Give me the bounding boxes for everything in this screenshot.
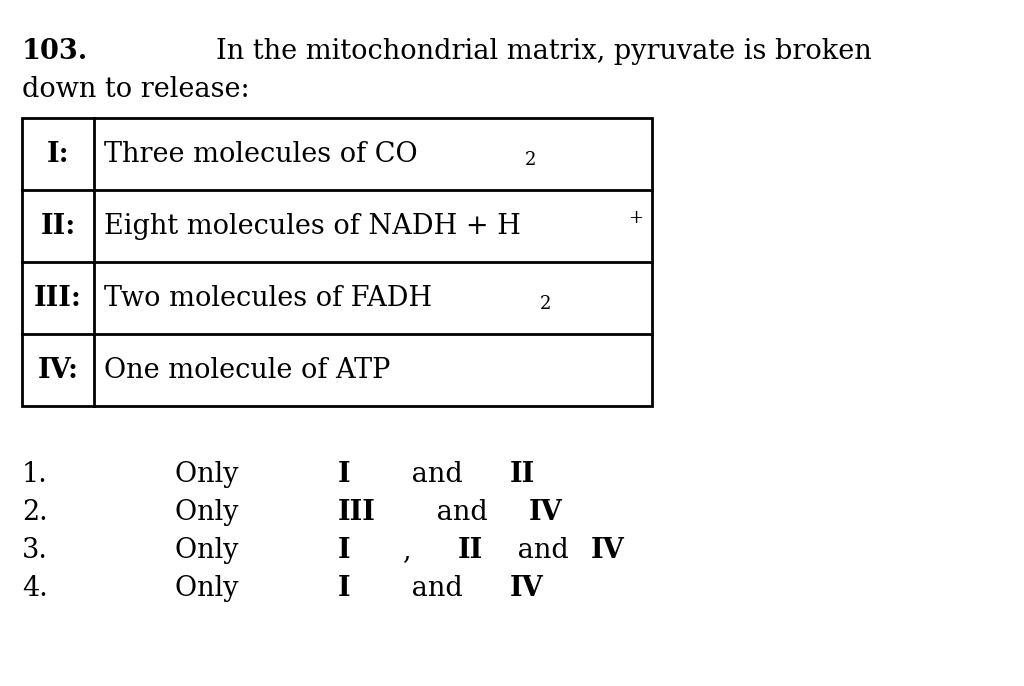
- Text: IV: IV: [591, 537, 625, 564]
- Text: II:: II:: [40, 213, 76, 239]
- Text: 4.: 4.: [22, 575, 48, 602]
- Text: ,: ,: [403, 537, 421, 564]
- Text: IV: IV: [509, 575, 543, 602]
- Text: Only: Only: [175, 461, 248, 488]
- Text: One molecule of ATP: One molecule of ATP: [104, 357, 390, 383]
- Bar: [22, 118, 652, 406]
- Text: Only: Only: [175, 537, 248, 564]
- Text: 2: 2: [525, 151, 537, 169]
- Text: +: +: [629, 209, 643, 227]
- Text: I: I: [338, 461, 350, 488]
- Text: Only: Only: [175, 499, 247, 526]
- Text: 1.: 1.: [22, 461, 48, 488]
- Text: I: I: [338, 537, 350, 564]
- Text: IV: IV: [528, 499, 562, 526]
- Text: I: I: [338, 575, 350, 602]
- Text: 2: 2: [540, 295, 551, 313]
- Text: IV:: IV:: [38, 357, 79, 383]
- Text: II: II: [458, 537, 483, 564]
- Text: and: and: [403, 461, 471, 488]
- Text: I:: I:: [47, 141, 70, 167]
- Text: In the mitochondrial matrix, pyruvate is broken: In the mitochondrial matrix, pyruvate is…: [216, 38, 871, 65]
- Text: 3.: 3.: [22, 537, 48, 564]
- Text: III: III: [338, 499, 376, 526]
- Text: 2.: 2.: [22, 499, 48, 526]
- Text: and: and: [428, 499, 497, 526]
- Text: Only: Only: [175, 575, 248, 602]
- Text: III:: III:: [34, 285, 82, 311]
- Text: Eight molecules of NADH + H: Eight molecules of NADH + H: [104, 213, 521, 239]
- Text: II: II: [509, 461, 535, 488]
- Text: Two molecules of FADH: Two molecules of FADH: [104, 285, 432, 311]
- Text: and: and: [403, 575, 471, 602]
- Text: 103.: 103.: [22, 38, 88, 65]
- Text: and: and: [509, 537, 577, 564]
- Text: Three molecules of CO: Three molecules of CO: [104, 141, 418, 167]
- Text: down to release:: down to release:: [22, 76, 250, 103]
